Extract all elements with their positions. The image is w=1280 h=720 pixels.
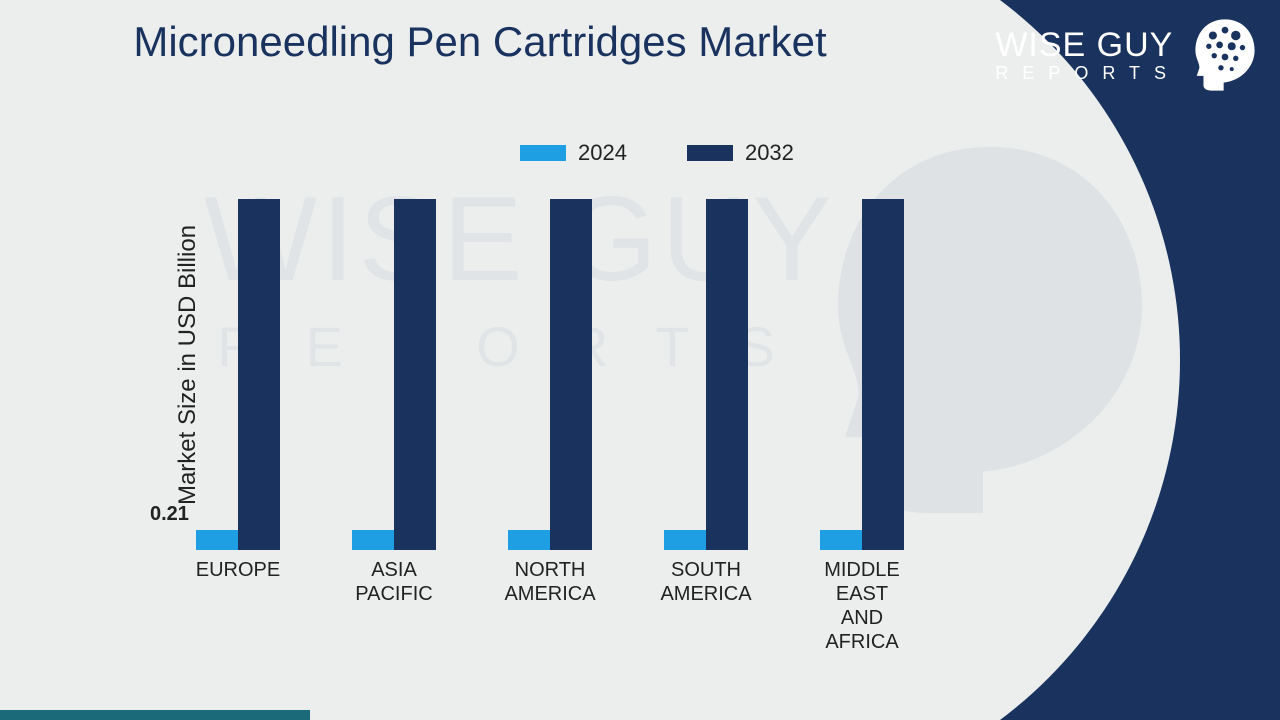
bar-2032 xyxy=(706,199,748,550)
bar-group xyxy=(628,199,784,550)
value-label: 0.21 xyxy=(150,503,189,526)
bar-2024 xyxy=(820,530,862,550)
bar-chart: Market Size in USD Billion 0.21 xyxy=(100,180,950,550)
brand-logo: WISE GUY REPORTS xyxy=(995,18,1260,92)
brand-logo-text: WISE GUY REPORTS xyxy=(995,28,1180,82)
bar-group xyxy=(784,199,940,550)
bar-2032 xyxy=(862,199,904,550)
bar-2032 xyxy=(238,199,280,550)
legend-label-2032: 2032 xyxy=(745,140,794,166)
bar-2024 xyxy=(664,530,706,550)
x-axis-label: NORTH AMERICA xyxy=(472,558,628,654)
brand-bottom: REPORTS xyxy=(995,64,1180,82)
bottom-accent-line xyxy=(0,710,310,720)
plot-area: 0.21 xyxy=(150,180,950,550)
legend-swatch-2032 xyxy=(687,145,733,161)
bar-group xyxy=(316,199,472,550)
bar-groups: 0.21 xyxy=(150,180,950,550)
x-axis-labels: EUROPEASIA PACIFICNORTH AMERICASOUTH AME… xyxy=(150,558,950,654)
x-axis-label: SOUTH AMERICA xyxy=(628,558,784,654)
legend-swatch-2024 xyxy=(520,145,566,161)
legend: 2024 2032 xyxy=(520,140,794,166)
brand-top: WISE GUY xyxy=(995,28,1180,62)
brand-head-icon xyxy=(1190,18,1260,92)
chart-title: Microneedling Pen Cartridges Market xyxy=(70,18,890,66)
bar-2032 xyxy=(550,199,592,550)
bar-2024 xyxy=(352,530,394,550)
bar-2032 xyxy=(394,199,436,550)
bar-group: 0.21 xyxy=(160,199,316,550)
x-axis-label: MIDDLE EAST AND AFRICA xyxy=(784,558,940,654)
x-axis-label: EUROPE xyxy=(160,558,316,654)
bar-2024 xyxy=(196,530,238,550)
infographic-stage: WISE GUY REPORTS Microneedling Pen Cartr… xyxy=(0,0,1280,720)
legend-item-2032: 2032 xyxy=(687,140,794,166)
legend-item-2024: 2024 xyxy=(520,140,627,166)
x-axis-label: ASIA PACIFIC xyxy=(316,558,472,654)
bar-2024 xyxy=(508,530,550,550)
legend-label-2024: 2024 xyxy=(578,140,627,166)
bar-group xyxy=(472,199,628,550)
